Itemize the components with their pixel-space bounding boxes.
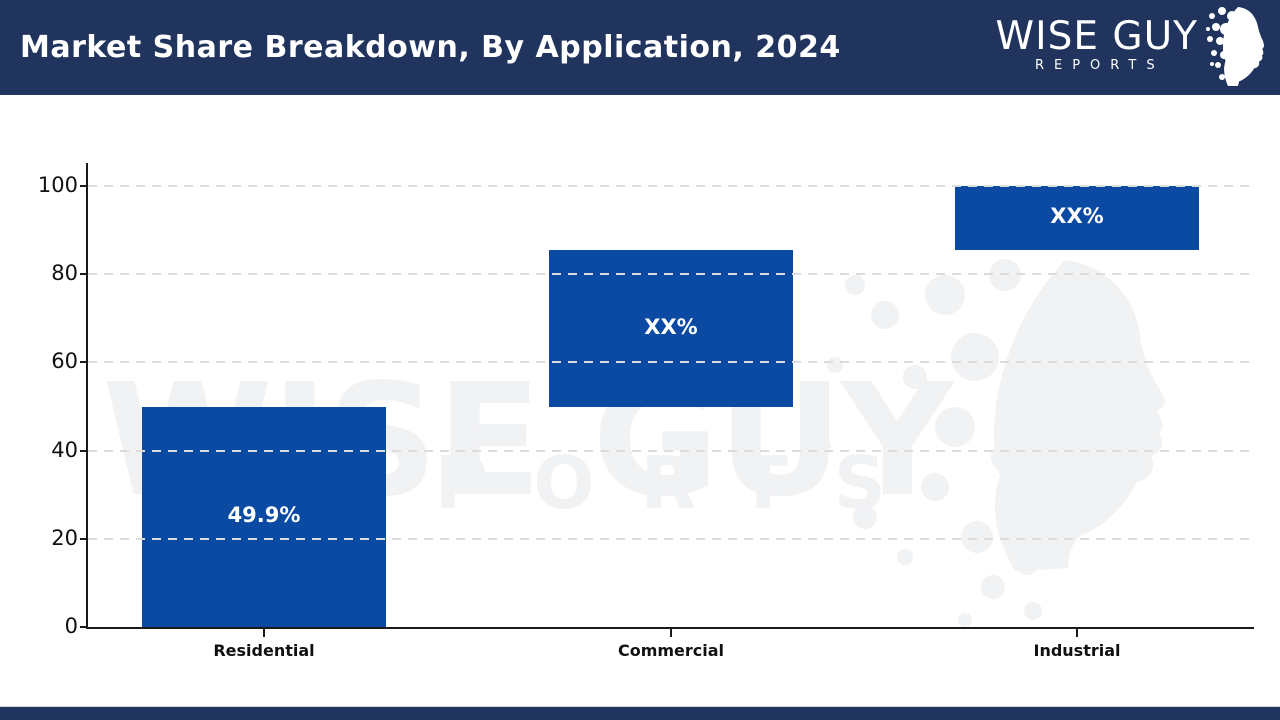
bar-value-label: 49.9% <box>227 502 301 527</box>
gridline-40 <box>88 449 1254 452</box>
logo-wordmark-line1: WISE GUY <box>995 13 1198 59</box>
y-tick-mark <box>80 273 88 276</box>
y-tick-label: 80 <box>51 261 78 286</box>
header-bar: Market Share Breakdown, By Application, … <box>0 0 1280 95</box>
gridline-100 <box>88 185 1254 187</box>
y-tick-label: 60 <box>51 349 78 374</box>
gridline-60 <box>88 361 1254 364</box>
gridline-80 <box>88 273 1254 276</box>
logo-wordmark-line2: REPORTS <box>1034 58 1165 74</box>
x-tick-mark <box>670 629 672 637</box>
x-axis-spine <box>86 627 1254 629</box>
y-tick-mark <box>80 361 88 364</box>
logo-head-icon <box>1206 7 1265 86</box>
y-tick-mark <box>80 449 88 452</box>
y-tick-label: 100 <box>37 173 78 197</box>
bar-value-label: XX% <box>1050 204 1104 229</box>
bar-industrial <box>955 186 1199 251</box>
y-axis-spine <box>86 163 88 629</box>
y-tick-label: 0 <box>64 614 78 638</box>
x-axis-label-industrial: Industrial <box>1033 641 1121 660</box>
x-axis-label-commercial: Commercial <box>617 641 725 660</box>
x-tick-mark <box>263 629 265 637</box>
brand-logo: WISE GUY REPORTS <box>996 4 1266 86</box>
x-axis-label-residential: Residential <box>213 641 315 660</box>
x-tick-mark <box>1076 629 1078 637</box>
bar-value-label: XX% <box>644 314 698 339</box>
bar-commercial <box>549 250 793 407</box>
gridline-20 <box>88 537 1254 540</box>
y-tick-mark <box>80 537 88 540</box>
y-tick-label: 40 <box>51 437 78 462</box>
y-tick-mark <box>80 626 88 628</box>
y-tick-label: 20 <box>51 525 78 550</box>
footer-bar <box>0 706 1280 720</box>
logo-wordmark: WISE GUY REPORTS <box>995 13 1198 74</box>
bar-residential <box>142 406 386 627</box>
y-tick-mark <box>80 185 88 187</box>
chart-title: Market Share Breakdown, By Application, … <box>20 30 841 65</box>
